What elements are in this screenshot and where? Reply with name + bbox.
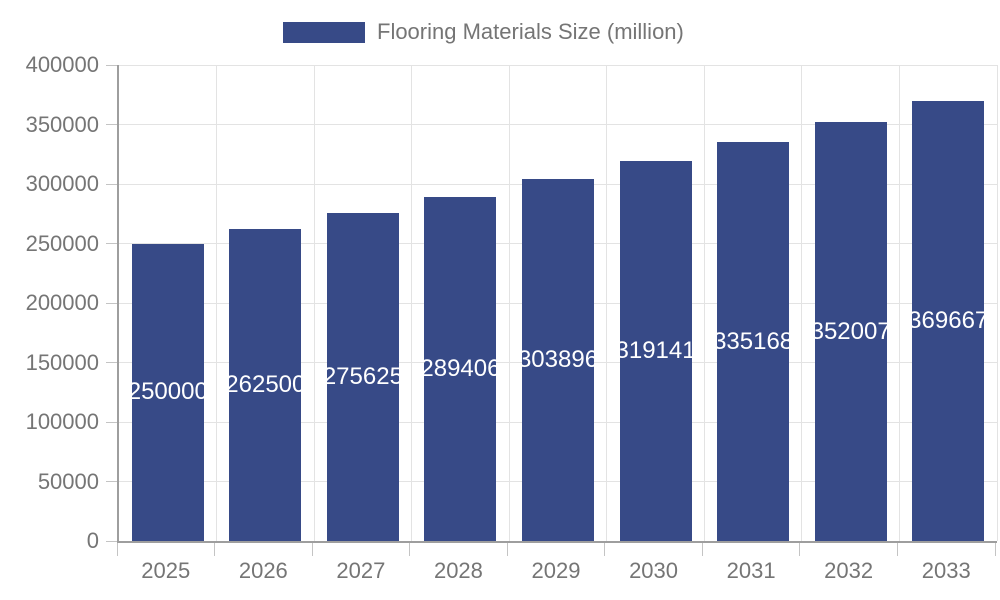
x-tick <box>994 543 996 556</box>
bar-2033: 369667 <box>912 101 985 541</box>
y-tick-label: 350000 <box>25 111 99 137</box>
bar-2025: 250000 <box>131 243 204 541</box>
y-tick <box>106 64 117 66</box>
gridline-vertical <box>313 65 315 541</box>
bar-value-label: 352007 <box>814 317 887 345</box>
x-tick-label: 2031 <box>726 558 776 583</box>
x-tick-label: 2025 <box>141 558 191 583</box>
bar-2027: 275625 <box>326 213 399 541</box>
y-tick-label: 150000 <box>25 349 99 375</box>
x-tick-label: 2033 <box>921 558 971 583</box>
y-tick <box>106 124 117 125</box>
y-tick-label: 0 <box>86 528 99 553</box>
y-tick <box>106 302 117 304</box>
gridline-vertical <box>703 65 705 541</box>
y-tick <box>106 421 117 423</box>
y-tick <box>106 481 117 482</box>
bar-value-label: 289406 <box>424 354 497 382</box>
x-tick <box>214 543 216 556</box>
gridline-vertical <box>801 65 803 541</box>
bar-value-label: 250000 <box>131 378 204 406</box>
y-tick-label: 250000 <box>25 230 99 256</box>
gridline-vertical <box>606 65 608 541</box>
x-tick-label: 2030 <box>629 558 679 583</box>
gridline-vertical <box>996 65 998 541</box>
y-tick-label: 400000 <box>25 52 99 77</box>
x-tick <box>604 543 606 556</box>
gridline-horizontal <box>119 64 997 66</box>
y-tick-label: 50000 <box>37 468 99 494</box>
gridline-vertical <box>508 65 510 541</box>
x-tick-label: 2032 <box>824 558 874 583</box>
bar-value-label: 319141 <box>619 337 692 365</box>
legend-label: Flooring Materials Size (million) <box>377 19 684 44</box>
bar-2030: 319141 <box>619 161 692 541</box>
chart-legend: Flooring Materials Size (million) <box>283 18 684 46</box>
bar-2029: 303896 <box>522 179 594 541</box>
x-tick-label: 2028 <box>433 558 483 583</box>
bar-value-label: 275625 <box>326 363 399 390</box>
gridline-horizontal <box>119 124 997 125</box>
x-tick <box>409 543 411 556</box>
x-tick <box>506 543 508 556</box>
x-tick-label: 2027 <box>336 558 386 583</box>
x-tick <box>799 543 801 556</box>
y-tick <box>106 183 117 185</box>
gridline-vertical <box>898 65 900 541</box>
gridline-vertical <box>411 65 413 541</box>
y-tick <box>106 540 117 542</box>
y-tick-label: 100000 <box>25 409 99 434</box>
y-tick-label: 300000 <box>25 171 99 196</box>
bar-2031: 335168 <box>717 142 790 541</box>
bar-2026: 262500 <box>229 228 302 541</box>
y-tick <box>106 243 117 244</box>
bar-value-label: 369667 <box>912 307 985 335</box>
y-tick <box>106 362 117 363</box>
x-tick <box>311 543 313 556</box>
x-tick-label: 2029 <box>531 558 581 583</box>
bar-value-label: 303896 <box>522 346 594 374</box>
x-tick-label: 2026 <box>238 558 288 583</box>
x-tick <box>116 543 118 556</box>
bar-value-label: 335168 <box>717 327 790 355</box>
bar-2032: 352007 <box>814 122 887 541</box>
x-tick <box>896 543 898 556</box>
y-tick-label: 200000 <box>25 290 99 315</box>
bar-value-label: 262500 <box>229 370 302 398</box>
legend-swatch <box>283 21 365 43</box>
gridline-vertical <box>216 65 218 541</box>
plot-area: 250000 262500 275625 289406 303896 319141 3351… <box>117 64 998 543</box>
bar-2028: 289406 <box>424 196 497 541</box>
x-tick <box>701 543 703 556</box>
